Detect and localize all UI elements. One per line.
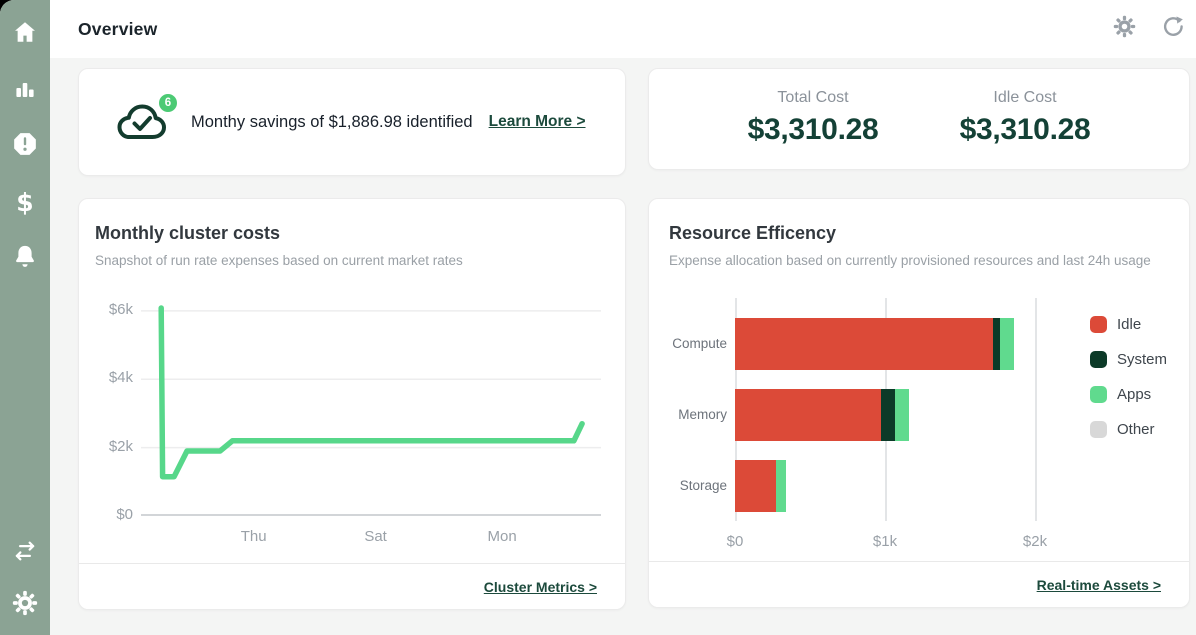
legend-label: Apps bbox=[1116, 386, 1152, 403]
bar-row-compute bbox=[735, 318, 1053, 370]
savings-count-badge: 6 bbox=[157, 92, 179, 114]
cluster-metrics-link[interactable]: Cluster Metrics > bbox=[483, 578, 597, 595]
cloud-check-icon: 6 bbox=[113, 92, 179, 143]
bar-segment-apps bbox=[775, 460, 786, 512]
bar-segment-idle bbox=[735, 318, 993, 370]
dollar-icon: $ bbox=[16, 187, 34, 217]
row-2: Monthly cluster costs Snapshot of run ra… bbox=[78, 198, 1190, 610]
swap-arrows-icon bbox=[12, 538, 38, 569]
main-area: Overview bbox=[50, 0, 1196, 635]
savings-banner-card: 6 Monthy savings of $1,886.98 identified… bbox=[78, 68, 626, 176]
y-axis-tick-label: $0 bbox=[116, 506, 133, 523]
sidebar-top-group: $ bbox=[11, 20, 39, 272]
x-axis-tick-label: $1k bbox=[872, 533, 898, 550]
sidebar: $ bbox=[0, 0, 50, 635]
bar-segment-system bbox=[880, 389, 895, 441]
resource-efficiency-card: Resource Efficency Expense allocation ba… bbox=[648, 198, 1190, 608]
savings-message: Monthy savings of $1,886.98 identified bbox=[191, 112, 473, 131]
sidebar-item-settings[interactable] bbox=[11, 590, 39, 621]
legend-swatch bbox=[1089, 421, 1107, 438]
bar-row-memory bbox=[735, 389, 1053, 441]
category-label: Storage bbox=[679, 478, 727, 493]
bar-segment-idle bbox=[735, 460, 776, 512]
bar-chart-icon bbox=[13, 76, 37, 105]
total-cost-metric: Total Cost $3,310.28 bbox=[723, 89, 903, 169]
total-cost-label: Total Cost bbox=[777, 89, 849, 106]
category-label: Compute bbox=[672, 336, 727, 351]
refresh-button[interactable] bbox=[1160, 15, 1184, 43]
total-cost-value: $3,310.28 bbox=[747, 113, 879, 146]
bar-segment-apps bbox=[999, 318, 1014, 370]
learn-more-link[interactable]: Learn More > bbox=[488, 113, 586, 130]
cluster-costs-subtitle: Snapshot of run rate expenses based on c… bbox=[95, 253, 463, 268]
bar-segment-apps bbox=[894, 389, 909, 441]
legend-swatch bbox=[1089, 386, 1107, 403]
legend-swatch bbox=[1089, 351, 1107, 368]
real-time-assets-link[interactable]: Real-time Assets > bbox=[1036, 576, 1161, 593]
line-chart-y-axis: $6k $4k $2k $0 bbox=[95, 298, 133, 562]
legend-item-other: Other bbox=[1089, 421, 1167, 438]
sidebar-bottom-group bbox=[11, 539, 39, 619]
x-axis-tick-label: Sat bbox=[364, 528, 387, 545]
gear-icon bbox=[1113, 15, 1136, 43]
legend-swatch bbox=[1089, 316, 1107, 333]
line-chart-x-axis: Thu Sat Mon bbox=[141, 528, 601, 548]
bar-chart-category-axis: Compute Memory Storage bbox=[669, 298, 735, 521]
content-area: 6 Monthy savings of $1,886.98 identified… bbox=[50, 58, 1196, 635]
legend-label: Other bbox=[1116, 421, 1155, 438]
cluster-costs-title: Monthly cluster costs bbox=[95, 223, 281, 243]
line-chart: $6k $4k $2k $0 Thu Sat Mon bbox=[95, 298, 609, 562]
sidebar-item-transfer[interactable] bbox=[11, 539, 39, 567]
cost-summary-card: Total Cost $3,310.28 Idle Cost $3,310.28 bbox=[648, 68, 1190, 170]
legend-label: Idle bbox=[1116, 316, 1142, 333]
legend-item-system: System bbox=[1089, 351, 1167, 368]
gridline bbox=[1035, 298, 1037, 521]
bar-segment-idle bbox=[735, 389, 881, 441]
sidebar-item-alerts[interactable] bbox=[11, 132, 39, 160]
idle-cost-label: Idle Cost bbox=[993, 89, 1057, 106]
x-axis-tick-label: Thu bbox=[240, 528, 267, 545]
home-icon bbox=[12, 19, 38, 50]
y-axis-tick-label: $4k bbox=[108, 369, 133, 387]
header-actions bbox=[1112, 15, 1184, 43]
y-axis-tick-label: $6k bbox=[108, 300, 133, 318]
bar-chart-legend: Idle System Apps Other bbox=[1089, 316, 1167, 438]
refresh-icon bbox=[1161, 15, 1184, 43]
page-title: Overview bbox=[78, 18, 158, 39]
line-chart-plot bbox=[141, 305, 601, 516]
settings-button[interactable] bbox=[1112, 15, 1136, 43]
alert-icon bbox=[12, 131, 38, 162]
y-axis-tick-label: $2k bbox=[108, 437, 133, 455]
sidebar-item-notifications[interactable] bbox=[11, 244, 39, 272]
x-axis-tick-label: $2k bbox=[1022, 533, 1048, 550]
stacked-bar-chart: Compute Memory Storage $0 $1k $2k Idle System… bbox=[669, 298, 1173, 562]
bar-chart-x-axis: $0 $1k $2k bbox=[727, 533, 1053, 553]
legend-label: System bbox=[1116, 351, 1167, 368]
x-axis-tick-label: Mon bbox=[487, 528, 517, 545]
legend-item-apps: Apps bbox=[1089, 386, 1167, 403]
resource-efficiency-title: Resource Efficency bbox=[669, 223, 837, 243]
x-axis-tick-label: $0 bbox=[726, 533, 744, 550]
sidebar-item-home[interactable] bbox=[11, 20, 39, 48]
bell-icon bbox=[12, 243, 38, 274]
cluster-card-footer: Cluster Metrics > bbox=[79, 563, 625, 609]
gear-icon bbox=[12, 590, 38, 621]
row-1: 6 Monthy savings of $1,886.98 identified… bbox=[78, 68, 1190, 176]
idle-cost-metric: Idle Cost $3,310.28 bbox=[935, 89, 1115, 169]
idle-cost-value: $3,310.28 bbox=[959, 113, 1091, 146]
cluster-costs-card: Monthly cluster costs Snapshot of run ra… bbox=[78, 198, 626, 610]
legend-item-idle: Idle bbox=[1089, 316, 1167, 333]
bar-row-storage bbox=[735, 460, 1053, 512]
page-header: Overview bbox=[50, 0, 1196, 58]
bar-segment-system bbox=[993, 318, 1000, 370]
resource-efficiency-subtitle: Expense allocation based on currently pr… bbox=[669, 253, 1151, 268]
bar-chart-plot bbox=[735, 298, 1053, 521]
category-label: Memory bbox=[678, 407, 727, 422]
resource-card-footer: Real-time Assets > bbox=[649, 561, 1189, 607]
sidebar-item-reports[interactable] bbox=[11, 76, 39, 104]
sidebar-item-costs[interactable]: $ bbox=[11, 188, 39, 216]
